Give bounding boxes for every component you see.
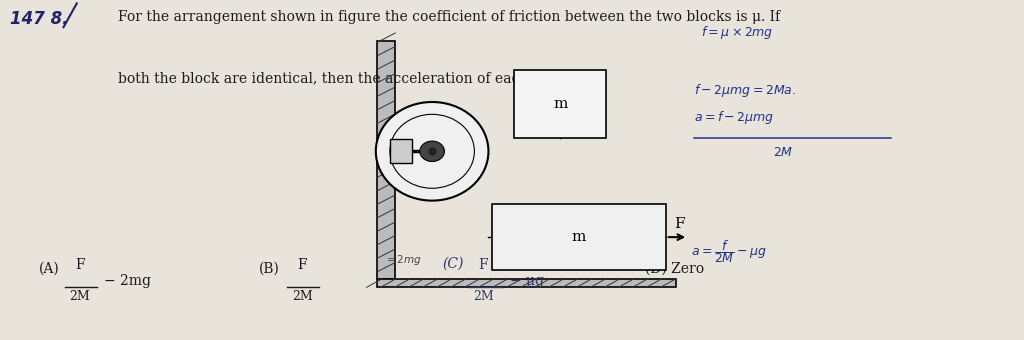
Text: (B): (B) <box>259 261 280 276</box>
Text: − μg: − μg <box>510 273 544 288</box>
Text: − 2mg: − 2mg <box>104 273 152 288</box>
Text: F: F <box>478 258 488 272</box>
Text: For the arrangement shown in figure the coefficient of friction between the two : For the arrangement shown in figure the … <box>118 10 780 24</box>
Text: 2M: 2M <box>292 290 312 303</box>
Ellipse shape <box>420 141 444 162</box>
Text: F: F <box>674 217 684 231</box>
Polygon shape <box>514 70 606 138</box>
Text: m: m <box>553 97 567 111</box>
Polygon shape <box>390 139 412 163</box>
Text: 147 8.: 147 8. <box>10 10 69 28</box>
Polygon shape <box>377 279 676 287</box>
Text: F: F <box>297 258 307 272</box>
Text: 2M: 2M <box>473 290 494 303</box>
Text: $a = f - 2\mu mg$: $a = f - 2\mu mg$ <box>694 109 774 126</box>
Text: $2M$: $2M$ <box>773 146 794 159</box>
Text: (D) Zero: (D) Zero <box>645 261 705 276</box>
Ellipse shape <box>376 102 488 201</box>
Text: (A): (A) <box>39 261 59 276</box>
Polygon shape <box>492 204 666 270</box>
Text: 2M: 2M <box>70 290 90 303</box>
Polygon shape <box>377 41 395 279</box>
Text: $f = \mu \times 2mg$: $f = \mu \times 2mg$ <box>701 24 774 41</box>
Text: F: F <box>75 258 85 272</box>
Text: $= 2mg$: $= 2mg$ <box>384 253 422 267</box>
Text: (C): (C) <box>442 256 464 271</box>
Text: $f - 2\mu mg = 2Ma.$: $f - 2\mu mg = 2Ma.$ <box>694 82 797 99</box>
Text: $a = \dfrac{f}{2M} - \mu g$: $a = \dfrac{f}{2M} - \mu g$ <box>691 238 767 265</box>
Text: m: m <box>571 230 586 244</box>
Text: both the block are identical, then the acceleration of each block is-: both the block are identical, then the a… <box>118 71 592 85</box>
